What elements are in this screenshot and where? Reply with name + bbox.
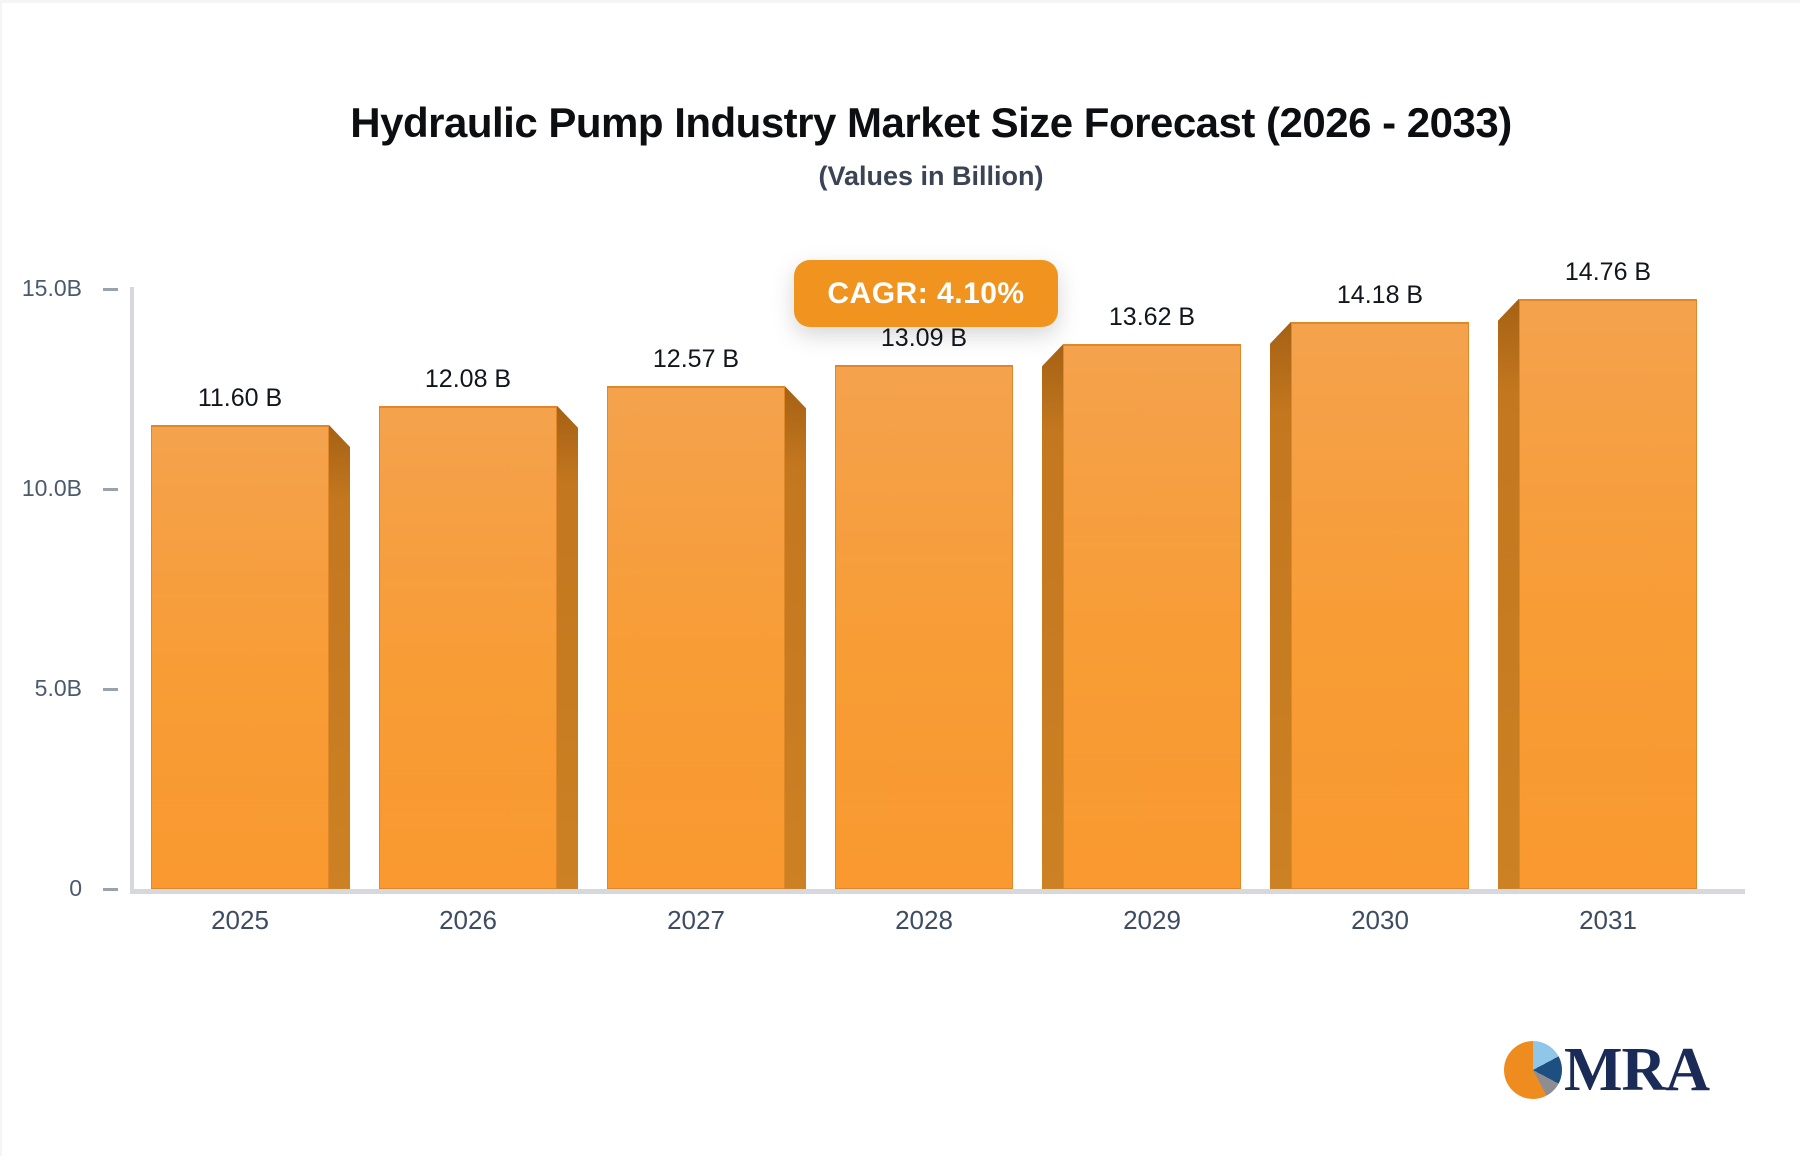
bar-2029 xyxy=(1063,344,1241,889)
bar-2030 xyxy=(1291,321,1469,889)
y-tick-dash xyxy=(103,488,118,491)
x-category-label-2028: 2028 xyxy=(895,905,953,935)
cagr-badge: CAGR: 4.10% xyxy=(794,260,1058,327)
bar-side-2025 xyxy=(329,425,350,889)
x-category-label-2030: 2030 xyxy=(1351,905,1409,935)
bar-value-label-2025: 11.60 B xyxy=(197,384,283,412)
bar-value-label-2027: 12.57 B xyxy=(652,345,740,374)
y-tick-label-10.0B: 10.0B xyxy=(21,475,82,501)
brand-logo: MRA xyxy=(1504,1036,1710,1104)
chart-subtitle: (Values in Billion) xyxy=(818,161,1044,191)
bar-value-label-2030: 14.18 B xyxy=(1336,280,1424,309)
bar-2028 xyxy=(835,365,1013,889)
bar-side-2031 xyxy=(1498,298,1519,889)
bar-value-label-2026: 12.08 B xyxy=(424,364,512,393)
bar-2031 xyxy=(1519,298,1697,889)
cagr-badge-label: CAGR: 4.10% xyxy=(827,276,1025,310)
y-tick-dash xyxy=(103,288,118,291)
y-tick-label-5.0B: 5.0B xyxy=(34,675,82,701)
x-category-label-2029: 2029 xyxy=(1123,905,1181,935)
chart-title: Hydraulic Pump Industry Market Size Fore… xyxy=(350,99,1512,146)
x-category-label-2026: 2026 xyxy=(439,905,497,935)
y-tick-dash xyxy=(103,888,118,891)
bar-2025 xyxy=(151,425,329,889)
bar-side-2027 xyxy=(785,386,806,889)
bar-value-label-2031: 14.76 B xyxy=(1564,257,1652,286)
bar-side-2026 xyxy=(557,405,578,889)
bar-side-2030 xyxy=(1270,321,1291,889)
x-category-label-2031: 2031 xyxy=(1579,905,1637,935)
y-axis-line xyxy=(130,287,134,894)
bar-value-label-2029: 13.62 B xyxy=(1108,303,1196,332)
bar-2026 xyxy=(379,405,557,889)
pie-chart-logo-icon xyxy=(1504,1041,1562,1099)
y-tick-dash xyxy=(103,688,118,691)
x-category-label-2025: 2025 xyxy=(211,905,269,935)
y-tick-label-0: 0 xyxy=(69,875,82,901)
plot-area: 15.0B 10.0B 5.0B 0 11.60 B 2025 12.08 B 2026 12.… xyxy=(2,3,1800,1159)
x-category-label-2027: 2027 xyxy=(667,905,725,935)
brand-logo-text: MRA xyxy=(1564,1036,1710,1104)
x-axis-line xyxy=(130,889,1745,894)
chart-header: Hydraulic Pump Industry Market Size Fore… xyxy=(62,99,1800,192)
y-tick-label-15.0B: 15.0B xyxy=(21,275,82,301)
bar-value-label-2028: 13.09 B xyxy=(880,324,968,353)
bar-side-2029 xyxy=(1042,344,1063,889)
bar-2027 xyxy=(607,386,785,889)
